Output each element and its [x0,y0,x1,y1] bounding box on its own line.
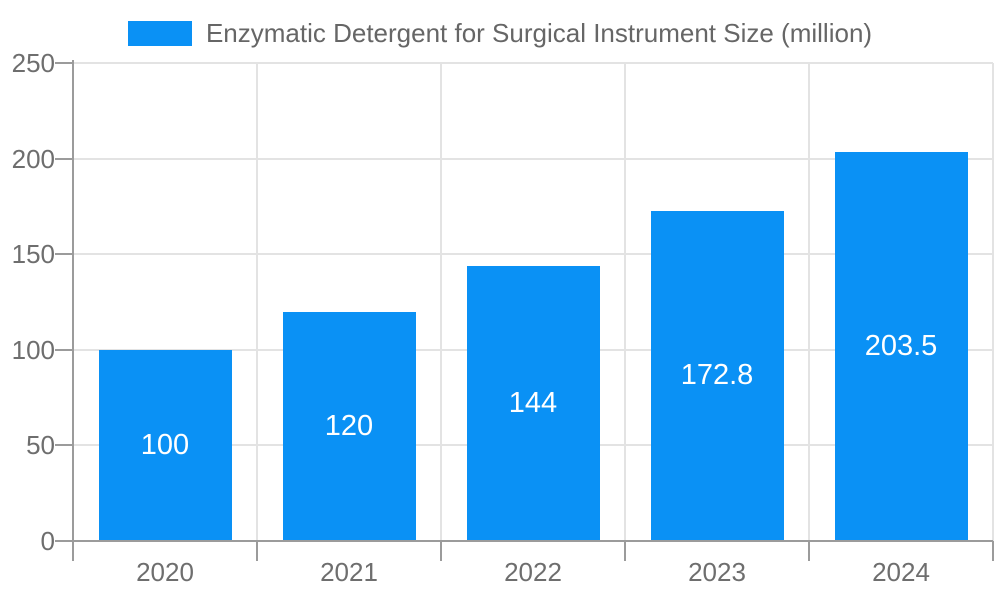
x-axis-tick [256,541,258,561]
bar-2023[interactable]: 172.8 [650,210,784,541]
y-tick-label: 250 [11,48,55,78]
y-tick-label: 100 [11,334,55,365]
chart-legend-item[interactable]: Enzymatic Detergent for Surgical Instrum… [0,19,1000,47]
y-axis-tick [55,62,73,64]
y-axis-tick [55,540,73,542]
y-tick-label: 50 [26,430,55,461]
x-axis-tick [72,541,74,561]
x-tick-label-2020: 2020 [136,557,194,587]
legend-swatch [127,20,192,46]
bar-value-label: 203.5 [864,329,938,362]
bar-2022[interactable]: 144 [466,265,600,541]
y-axis-tick [55,444,73,447]
gridline-vertical [624,63,626,541]
bar-value-label: 144 [508,386,558,419]
x-axis-tick [808,541,810,561]
y-tick-label: 150 [11,239,55,270]
y-tick-label: 0 [40,526,55,556]
legend-label: Enzymatic Detergent for Surgical Instrum… [205,18,873,48]
gridline-horizontal [73,253,993,256]
y-axis-tick [55,253,73,256]
y-axis-tick [55,348,73,351]
bar-value-label: 100 [140,428,190,461]
x-tick-label-2022: 2022 [504,557,562,587]
x-axis-tick [440,541,442,561]
gridline-horizontal [73,157,993,160]
bar-2024[interactable]: 203.5 [834,151,968,541]
x-tick-label-2023: 2023 [688,557,746,587]
y-axis-line [72,60,74,541]
x-axis-tick [624,541,626,561]
x-tick-label-2021: 2021 [320,557,378,587]
x-axis-line [55,540,993,542]
bar-value-label: 120 [324,409,374,442]
gridline-vertical [256,63,258,541]
y-tick-label: 200 [11,143,55,174]
gridline-vertical [992,63,994,541]
bar-value-label: 172.8 [680,359,754,392]
x-axis-tick [992,541,994,561]
bar-2020[interactable]: 100 [98,349,232,541]
bar-2021[interactable]: 120 [282,311,416,541]
plot-area: 100 120 144 172.8 203.5 [55,60,994,561]
gridline-horizontal [73,62,993,64]
y-axis-tick [55,157,73,160]
x-tick-label-2024: 2024 [872,557,930,587]
gridline-vertical [808,63,810,541]
gridline-vertical [440,63,442,541]
